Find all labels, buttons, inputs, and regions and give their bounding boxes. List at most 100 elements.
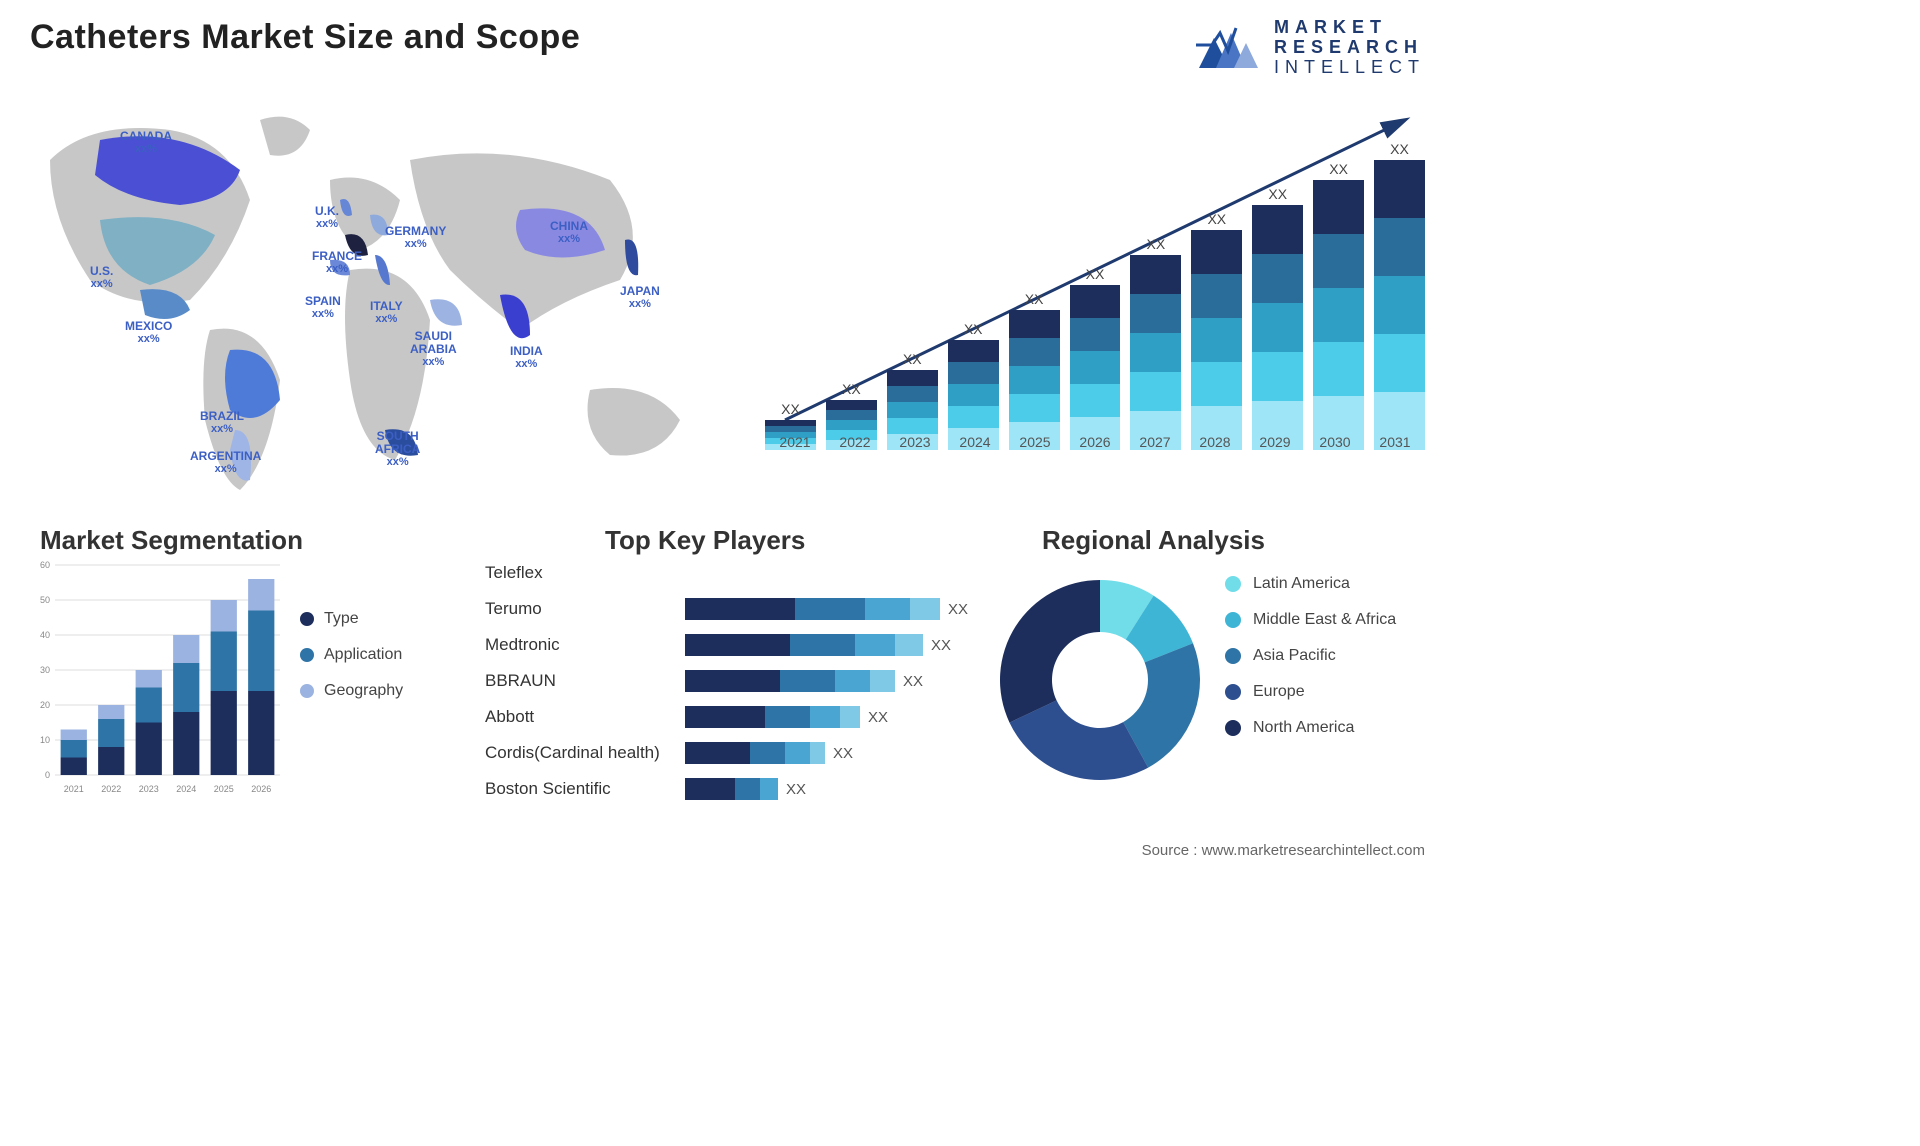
svg-text:40: 40 (40, 630, 50, 640)
map-label-germany: GERMANYxx% (385, 225, 446, 250)
map-label-canada: CANADAxx% (120, 130, 172, 155)
player-row-teleflex: Teleflex (485, 555, 975, 591)
regional-legend: Latin America Middle East & Africa Asia Pa… (1225, 575, 1396, 737)
regional-legend-europe: Europe (1225, 683, 1396, 701)
seg-bar-2026-type (248, 691, 274, 775)
svg-text:30: 30 (40, 665, 50, 675)
world-map: CANADAxx%U.S.xx%MEXICOxx%BRAZILxx%ARGENT… (30, 100, 730, 500)
growth-bar-2025: XX (1009, 291, 1060, 450)
regional-chart: Latin America Middle East & Africa Asia Pa… (995, 525, 1425, 815)
seg-legend-application: Application (300, 646, 403, 664)
map-label-china: CHINAxx% (550, 220, 588, 245)
player-value: XX (786, 781, 806, 798)
svg-text:2023: 2023 (139, 784, 159, 794)
player-name: Medtronic (485, 635, 685, 655)
logo-text: MARKET RESEARCH INTELLECT (1274, 18, 1425, 77)
seg-bar-2022-type (98, 747, 124, 775)
map-label-spain: SPAINxx% (305, 295, 341, 320)
player-row-boston-scientific: Boston Scientific XX (485, 771, 975, 807)
player-bar (685, 670, 895, 692)
regional-legend-latin-america: Latin America (1225, 575, 1396, 593)
growth-chart: XXXXXXXXXXXXXXXXXXXXXX 20212022202320242… (765, 100, 1425, 480)
growth-year-label: 2022 (825, 434, 885, 450)
svg-text:50: 50 (40, 595, 50, 605)
player-value: XX (833, 745, 853, 762)
svg-text:2022: 2022 (101, 784, 121, 794)
growth-bar-value: XX (1268, 186, 1287, 202)
player-row-medtronic: Medtronic XX (485, 627, 975, 663)
player-bar (685, 598, 940, 620)
seg-bar-2021-application (61, 740, 87, 758)
seg-bar-2023-geography (136, 670, 162, 688)
seg-bar-2024-application (173, 663, 199, 712)
map-label-italy: ITALYxx% (370, 300, 403, 325)
growth-year-label: 2026 (1065, 434, 1125, 450)
growth-year-label: 2027 (1125, 434, 1185, 450)
donut-slice-north-america (1000, 580, 1100, 723)
donut-chart-icon (995, 575, 1205, 785)
player-row-abbott: Abbott XX (485, 699, 975, 735)
growth-bar-2029: XX (1252, 186, 1303, 450)
seg-bar-2023-type (136, 723, 162, 776)
player-name: Boston Scientific (485, 779, 685, 799)
player-value: XX (868, 709, 888, 726)
growth-bar-value: XX (1025, 291, 1044, 307)
growth-bar-value: XX (1207, 211, 1226, 227)
regional-legend-north-america: North America (1225, 719, 1396, 737)
growth-year-label: 2023 (885, 434, 945, 450)
svg-text:20: 20 (40, 700, 50, 710)
player-row-terumo: TerumoXX (485, 591, 975, 627)
growth-bar-value: XX (1086, 266, 1105, 282)
logo-icon (1194, 23, 1264, 73)
brand-logo: MARKET RESEARCH INTELLECT (1194, 18, 1425, 77)
growth-bar-2026: XX (1070, 266, 1121, 450)
segmentation-legend: TypeApplicationGeography (300, 610, 403, 700)
players-chart: TeleflexTerumoXXMedtronicXXBBRAUNXXAbbot… (485, 555, 975, 835)
map-country-saudi-arabia (430, 299, 462, 325)
growth-bar-value: XX (781, 401, 800, 417)
growth-bar-2024: XX (948, 321, 999, 450)
growth-bar-2031: XX (1374, 141, 1425, 450)
growth-year-label: 2030 (1305, 434, 1365, 450)
player-value: XX (948, 601, 968, 618)
growth-bar-2028: XX (1191, 211, 1242, 450)
players-title: Top Key Players (605, 525, 805, 556)
regional-legend-middle-east-africa: Middle East & Africa (1225, 611, 1396, 629)
growth-year-label: 2021 (765, 434, 825, 450)
regional-legend-asia-pacific: Asia Pacific (1225, 647, 1396, 665)
player-bar (685, 778, 778, 800)
map-label-saudi-arabia: SAUDIARABIAxx% (410, 330, 457, 368)
growth-bar-2030: XX (1313, 161, 1364, 450)
growth-bar-value: XX (1329, 161, 1348, 177)
growth-bar-value: XX (1147, 236, 1166, 252)
growth-year-label: 2024 (945, 434, 1005, 450)
player-value: XX (903, 673, 923, 690)
player-name: Abbott (485, 707, 685, 727)
map-label-japan: JAPANxx% (620, 285, 660, 310)
seg-bar-2023-application (136, 688, 162, 723)
svg-text:60: 60 (40, 560, 50, 570)
seg-bar-2025-geography (211, 600, 237, 632)
seg-bar-2021-geography (61, 730, 87, 741)
player-row-bbraun: BBRAUNXX (485, 663, 975, 699)
map-country-japan (625, 239, 638, 275)
seg-bar-2026-geography (248, 579, 274, 611)
seg-bar-2024-type (173, 712, 199, 775)
player-bar (685, 634, 923, 656)
map-label-south-africa: SOUTHAFRICAxx% (375, 430, 420, 468)
map-label-india: INDIAxx% (510, 345, 543, 370)
svg-text:10: 10 (40, 735, 50, 745)
svg-text:2025: 2025 (214, 784, 234, 794)
segmentation-title: Market Segmentation (40, 525, 303, 556)
source-attribution: Source : www.marketresearchintellect.com (1142, 842, 1425, 859)
growth-bar-value: XX (842, 381, 861, 397)
seg-bar-2021-type (61, 758, 87, 776)
growth-year-label: 2031 (1365, 434, 1425, 450)
svg-text:2021: 2021 (64, 784, 84, 794)
player-name: Teleflex (485, 563, 685, 583)
player-bar (685, 706, 860, 728)
seg-bar-2022-application (98, 719, 124, 747)
player-value: XX (931, 637, 951, 654)
map-label-france: FRANCExx% (312, 250, 362, 275)
seg-bar-2022-geography (98, 705, 124, 719)
